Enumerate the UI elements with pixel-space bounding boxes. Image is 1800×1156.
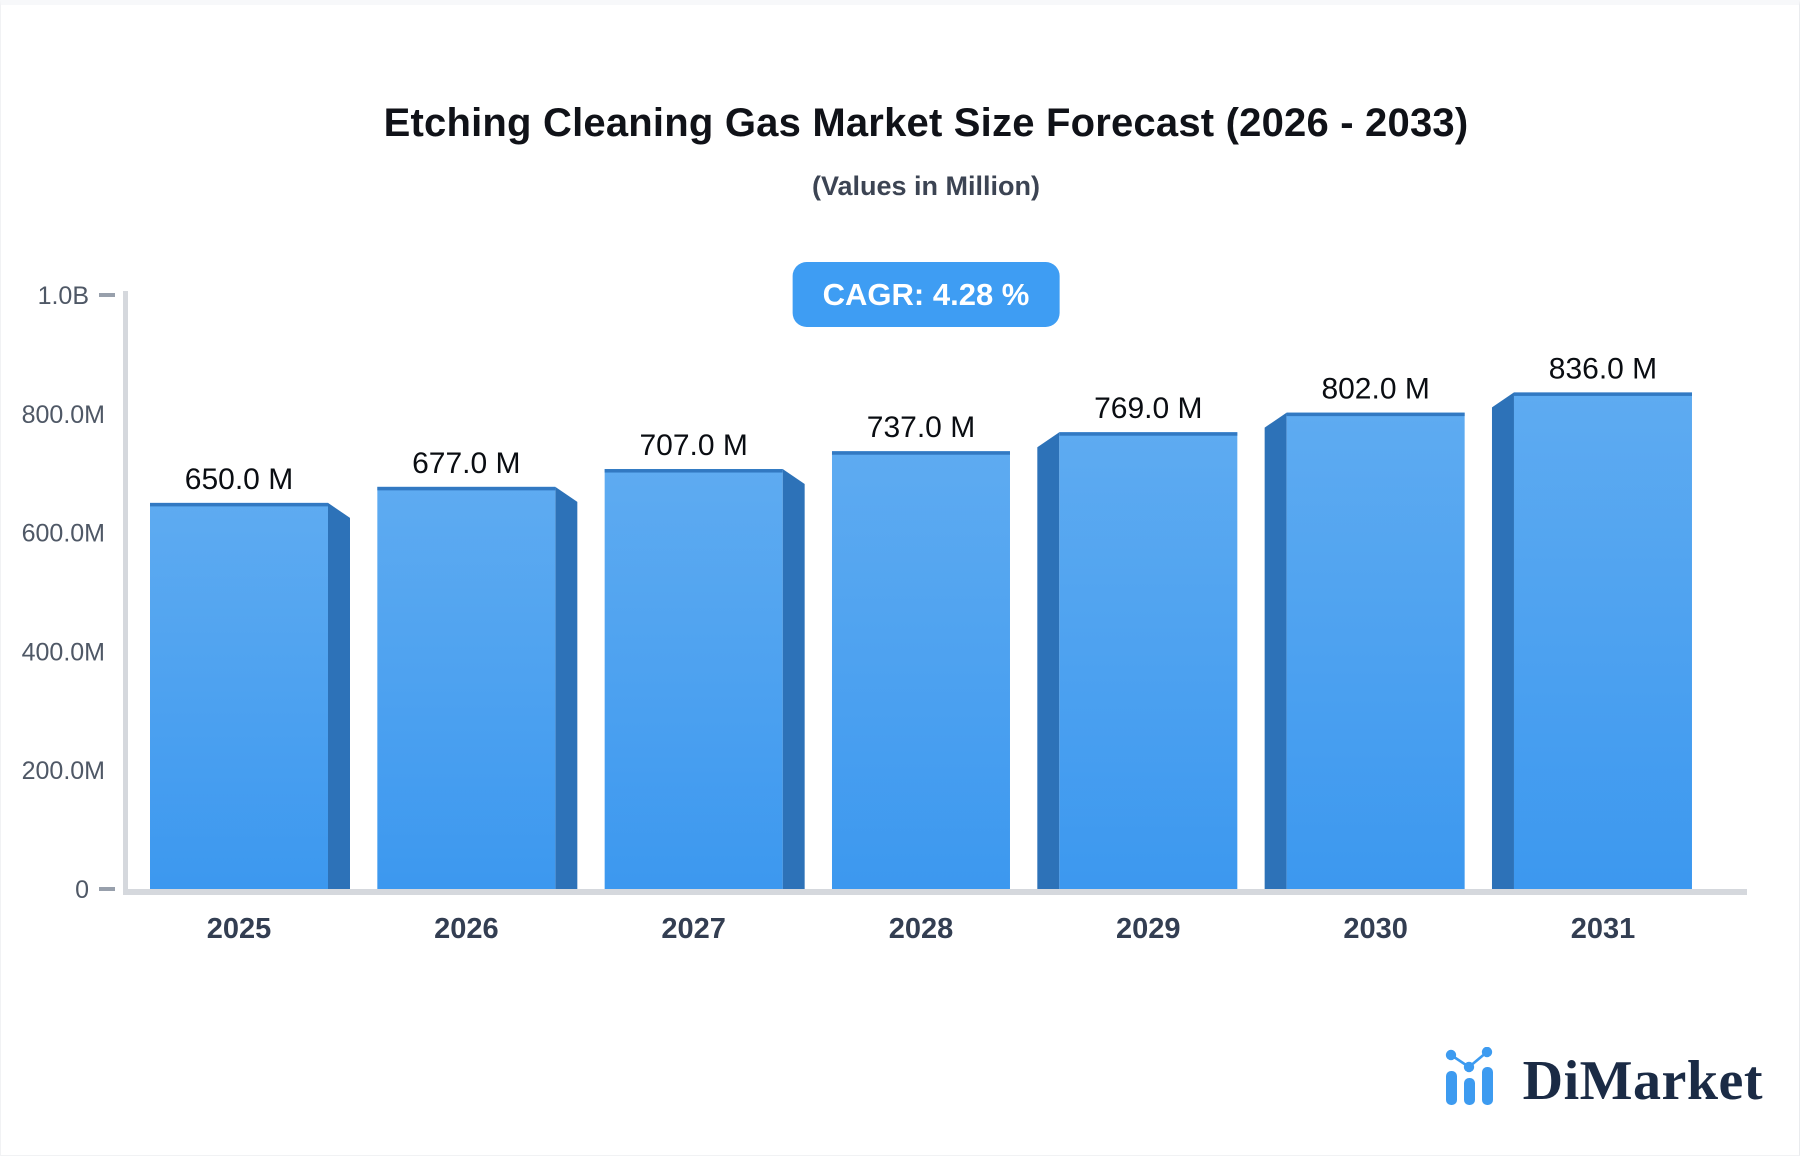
x-axis-label-2025: 2025 xyxy=(207,913,272,945)
dimarket-logo: DiMarket xyxy=(1443,1047,1763,1109)
x-axis-label-2031: 2031 xyxy=(1571,913,1636,945)
y-axis-tick-label: 600.0M xyxy=(22,520,105,548)
y-axis-tick-label: 1.0B xyxy=(38,282,89,310)
y-axis-tick-label: 800.0M xyxy=(22,401,105,429)
bar-side-2027 xyxy=(782,469,805,889)
bar-chart: 1.0B 800.0M 600.0M 400.0M 200.0M 0 650.0 M 2025… xyxy=(22,282,1747,945)
bar-side-2026 xyxy=(555,486,578,889)
y-axis-tick-label: 400.0M xyxy=(22,638,105,666)
bar-top-edge-2027 xyxy=(604,469,783,473)
bar-value-label-2031: 836.0 M xyxy=(1549,352,1657,385)
bar-value-label-2026: 677.0 M xyxy=(412,447,520,480)
chart-title: Etching Cleaning Gas Market Size Forecas… xyxy=(383,101,1469,145)
bar-2027 xyxy=(604,469,783,889)
y-axis-tick-label: 200.0M xyxy=(22,757,105,785)
bar-side-2030 xyxy=(1264,412,1287,889)
y-axis-tick-mark xyxy=(99,887,115,891)
x-axis-label-2029: 2029 xyxy=(1116,913,1181,945)
bar-2029 xyxy=(1059,432,1238,889)
bar-value-label-2028: 737.0 M xyxy=(867,411,975,444)
y-axis-line xyxy=(123,291,128,895)
y-axis-tick-label: 0 xyxy=(75,876,89,904)
x-axis-label-2026: 2026 xyxy=(434,913,499,945)
bar-side-2025 xyxy=(328,502,350,889)
bar-2028 xyxy=(831,451,1010,889)
bar-top-edge-2029 xyxy=(1059,432,1238,436)
bar-2025 xyxy=(150,502,328,889)
bar-2026 xyxy=(377,486,556,889)
x-axis-label-2028: 2028 xyxy=(889,913,954,945)
dimarket-logo-icon xyxy=(1445,1047,1493,1105)
logo-mini-bars xyxy=(1445,1067,1493,1105)
bar-top-edge-2031 xyxy=(1513,392,1692,396)
bar-top-edge-2025 xyxy=(150,502,328,507)
chart-subtitle: (Values in Million) xyxy=(811,171,1041,201)
bar-value-label-2027: 707.0 M xyxy=(639,429,747,462)
bar-value-label-2029: 769.0 M xyxy=(1094,392,1202,425)
bar-top-edge-2030 xyxy=(1286,412,1465,417)
cagr-badge: CAGR: 4.28 % xyxy=(792,262,1060,327)
bar-top-edge-2026 xyxy=(377,486,556,491)
logo-trend-line xyxy=(1445,1047,1492,1073)
bar-value-label-2030: 802.0 M xyxy=(1321,373,1429,406)
x-axis-label-2027: 2027 xyxy=(661,913,726,945)
bar-top-edge-2028 xyxy=(831,451,1010,455)
bar-2031 xyxy=(1513,392,1692,889)
x-axis-label-2030: 2030 xyxy=(1343,913,1408,945)
bar-side-2031 xyxy=(1491,392,1514,889)
bar-2030 xyxy=(1286,412,1465,889)
bar-side-2029 xyxy=(1037,432,1060,889)
x-axis-line xyxy=(123,889,1747,895)
y-axis-tick-mark xyxy=(99,293,115,297)
bar-value-label-2025: 650.0 M xyxy=(185,463,293,496)
dimarket-logo-text: DiMarket xyxy=(1522,1050,1763,1112)
